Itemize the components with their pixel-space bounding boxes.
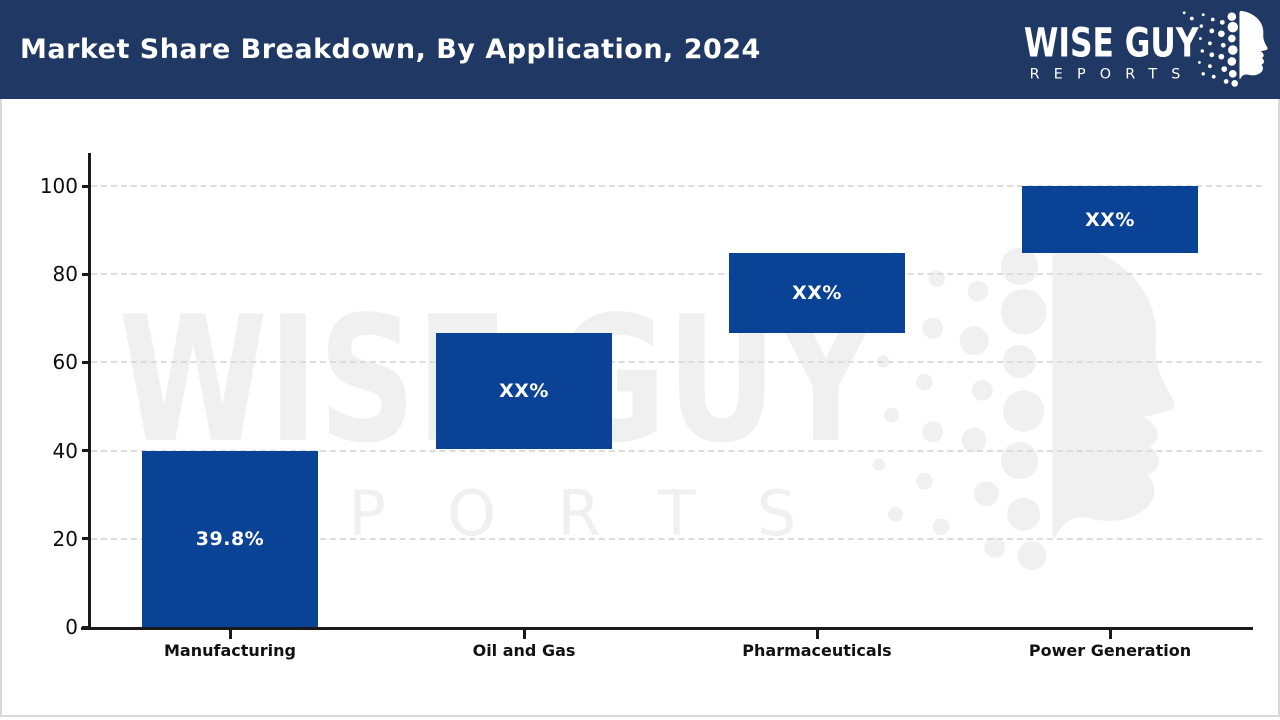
gridline-60 (91, 361, 1262, 364)
gridline-100 (91, 185, 1262, 187)
y-tick-100 (82, 184, 91, 188)
bar-manufacturing: 39.8% (142, 451, 318, 627)
content-frame (0, 99, 1280, 717)
gridline-20 (91, 537, 1262, 540)
bar-label-pharmaceuticals: XX% (792, 281, 842, 304)
y-tick-0 (82, 625, 91, 629)
y-tick-label-100: 100 (39, 174, 78, 198)
logo-text-line1: WISE GUY (1024, 21, 1199, 67)
logo-face-dots (1182, 11, 1239, 87)
bar-power-generation: XX% (1022, 186, 1198, 254)
x-tick-oil-and-gas (522, 630, 526, 639)
gridline-40 (91, 449, 1262, 452)
y-tick-label-80: 80 (52, 262, 78, 287)
y-tick-60 (82, 360, 91, 364)
bar-label-power-generation: XX% (1085, 208, 1135, 231)
y-tick-80 (82, 272, 91, 276)
y-tick-label-0: 0 (65, 615, 78, 639)
x-category-label-pharmaceuticals: Pharmaceuticals (742, 641, 892, 660)
bar-label-oil-and-gas: XX% (499, 380, 549, 403)
wise-guy-reports-logo: WISE GUY REPORTS (1024, 10, 1268, 87)
chart-title: Market Share Breakdown, By Application, … (20, 34, 761, 65)
y-axis-line (88, 153, 91, 630)
bar-label-manufacturing: 39.8% (195, 528, 265, 551)
y-tick-label-60: 60 (52, 350, 78, 375)
bar-oil-and-gas: XX% (436, 332, 612, 450)
gridline-80 (91, 273, 1262, 276)
bar-pharmaceuticals: XX% (729, 253, 905, 333)
logo-face-profile (1239, 10, 1268, 80)
y-tick-40 (82, 449, 91, 453)
y-tick-20 (82, 537, 91, 541)
x-axis-line (81, 627, 1253, 630)
header-bar: Market Share Breakdown, By Application, … (0, 0, 1280, 99)
x-category-label-power-generation: Power Generation (1028, 641, 1192, 660)
y-tick-label-20: 20 (52, 526, 78, 551)
y-tick-label-40: 40 (52, 438, 78, 463)
x-category-label-manufacturing: Manufacturing (164, 641, 296, 660)
x-tick-manufacturing (228, 630, 232, 639)
x-tick-pharmaceuticals (815, 630, 819, 639)
x-tick-power-generation (1108, 630, 1112, 639)
x-category-label-oil-and-gas: Oil and Gas (472, 641, 576, 660)
